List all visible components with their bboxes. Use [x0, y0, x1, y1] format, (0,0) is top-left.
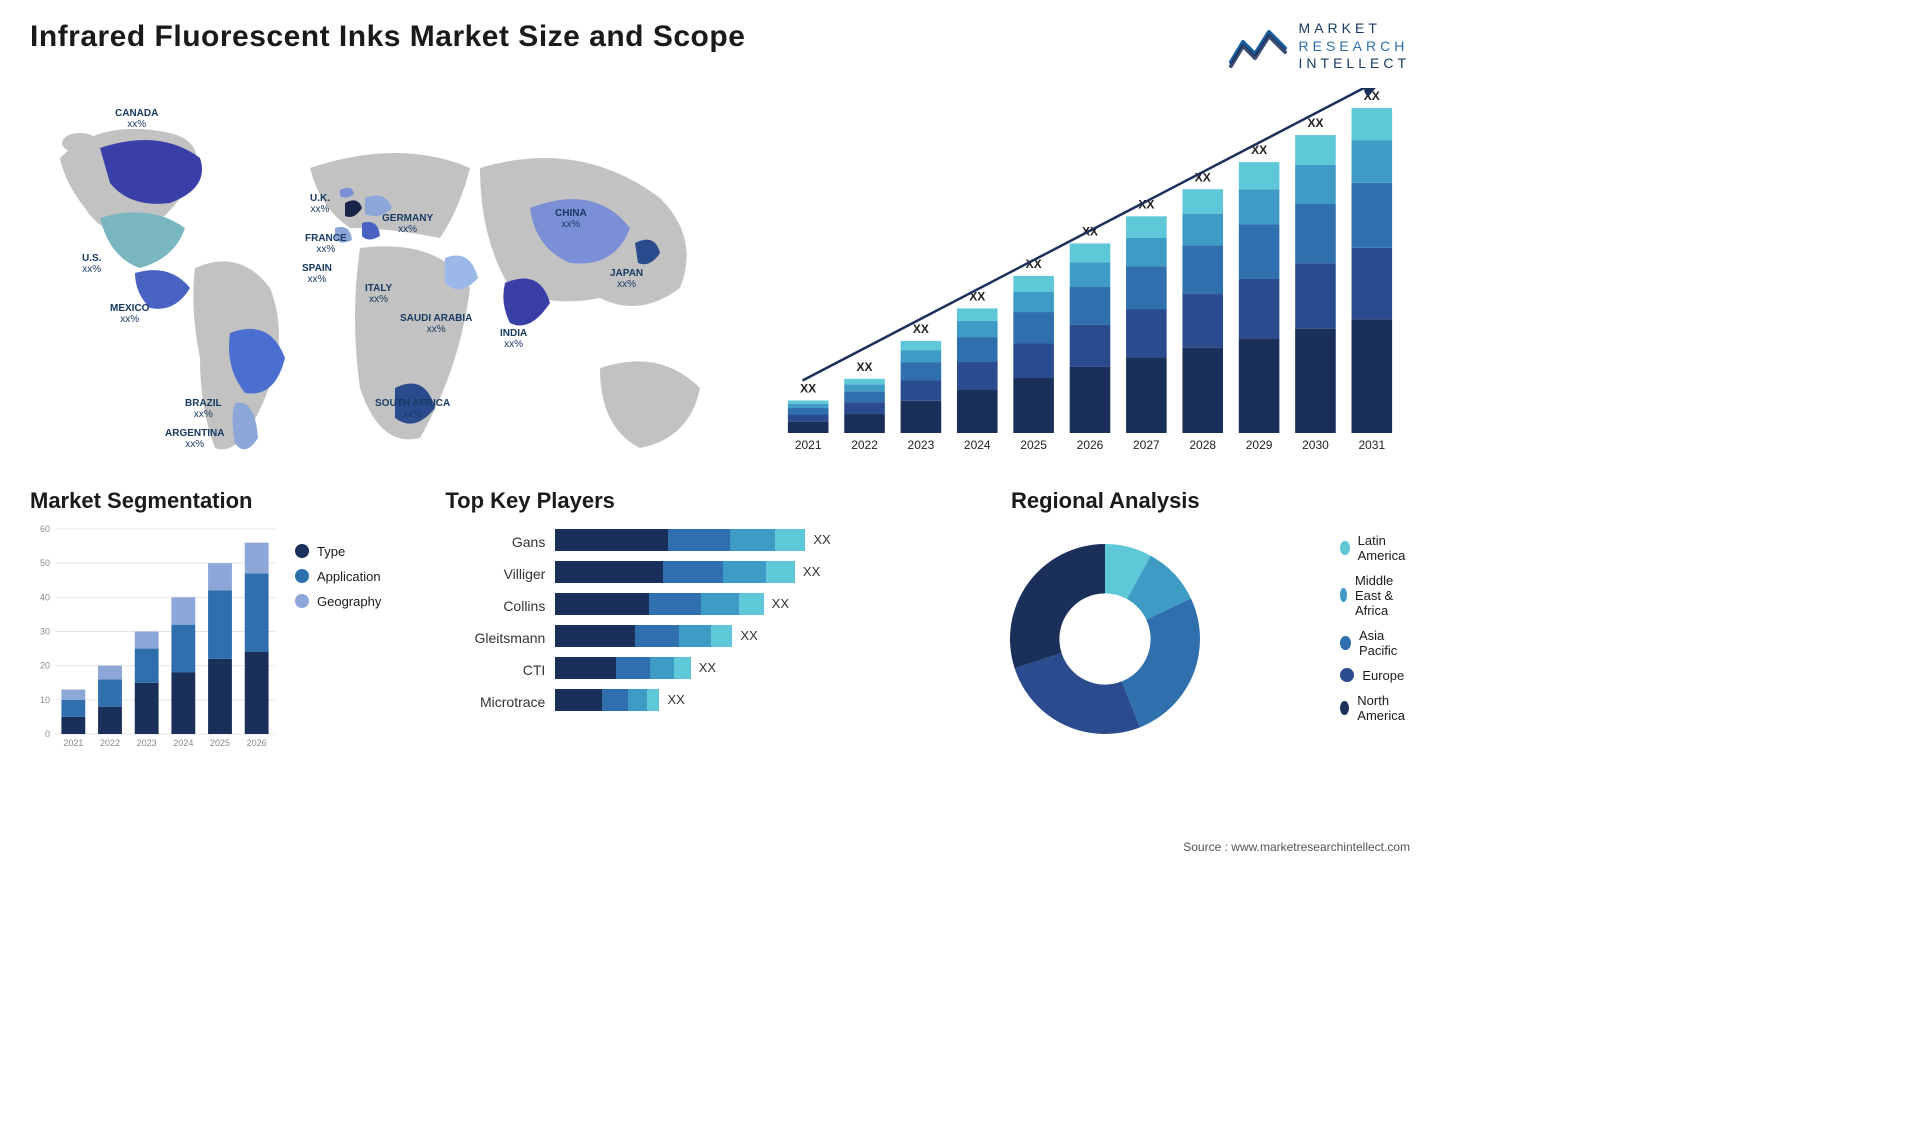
player-bar-collins: XX [555, 588, 860, 620]
player-label-gleitsmann: Gleitsmann [445, 622, 545, 654]
seg-legend-application: Application [295, 569, 381, 584]
player-bar-villiger: XX [555, 556, 860, 588]
svg-text:2026: 2026 [1077, 438, 1104, 452]
player-bar-gleitsmann: XX [555, 620, 860, 652]
svg-text:2028: 2028 [1189, 438, 1216, 452]
svg-text:2029: 2029 [1246, 438, 1273, 452]
player-labels: GansVilligerCollinsGleitsmannCTIMicrotra… [445, 524, 545, 718]
svg-text:XX: XX [1307, 116, 1323, 130]
svg-text:2030: 2030 [1302, 438, 1329, 452]
map-label-canada: CANADAxx% [115, 108, 158, 131]
regional-analysis-panel: Regional Analysis Latin America Middle Ea… [890, 488, 1410, 754]
player-bar-cti: XX [555, 652, 860, 684]
player-value: XX [667, 692, 684, 707]
svg-text:50: 50 [40, 558, 50, 568]
segmentation-chart: 0 10 20 30 40 50 60 2021 2022 2023 2024 2025 2026 [30, 524, 280, 754]
svg-text:2022: 2022 [100, 738, 120, 748]
seg-legend-geography: Geography [295, 594, 381, 609]
logo-icon [1229, 24, 1289, 68]
svg-text:2022: 2022 [851, 438, 878, 452]
player-value: XX [803, 564, 820, 579]
brand-logo: MARKET RESEARCH INTELLECT [1229, 20, 1410, 73]
segmentation-legend: Type Application Geography [295, 524, 381, 754]
map-label-germany: GERMANYxx% [382, 213, 433, 236]
logo-line3: INTELLECT [1299, 55, 1410, 73]
map-label-u-k-: U.K.xx% [310, 193, 330, 216]
region-legend-middle-east-africa: Middle East & Africa [1340, 573, 1410, 618]
player-label-gans: Gans [445, 526, 545, 558]
region-legend-north-america: North America [1340, 693, 1410, 723]
region-legend-europe: Europe [1340, 668, 1410, 683]
svg-text:2021: 2021 [795, 438, 822, 452]
top-key-players-panel: Top Key Players GansVilligerCollinsGleit… [445, 488, 860, 754]
map-label-spain: SPAINxx% [302, 263, 332, 286]
page-title: Infrared Fluorescent Inks Market Size an… [30, 20, 745, 54]
svg-text:XX: XX [857, 359, 873, 373]
map-label-france: FRANCExx% [305, 233, 347, 256]
region-legend-asia-pacific: Asia Pacific [1340, 628, 1410, 658]
market-growth-chart: XX2021XX2022XX2023XX2024XX2025XX2026XX20… [770, 88, 1410, 468]
world-map-panel: CANADAxx% U.S.xx% MEXICOxx% BRAZILxx% ARGENT… [30, 88, 750, 468]
map-label-italy: ITALYxx% [365, 283, 392, 306]
svg-text:2031: 2031 [1358, 438, 1385, 452]
player-bars-chart: XX XX XX XX XX XX [555, 524, 860, 718]
svg-text:2025: 2025 [1020, 438, 1047, 452]
player-bar-microtrace: XX [555, 684, 860, 716]
market-segmentation-panel: Market Segmentation 0 10 20 30 40 50 60 2021 202… [30, 488, 415, 754]
map-label-argentina: ARGENTINAxx% [165, 428, 224, 451]
player-label-cti: CTI [445, 654, 545, 686]
regional-title: Regional Analysis [890, 488, 1320, 514]
map-label-south-africa: SOUTH AFRICAxx% [375, 398, 450, 421]
svg-text:2024: 2024 [964, 438, 991, 452]
svg-text:XX: XX [1364, 89, 1380, 103]
map-label-u-s-: U.S.xx% [82, 253, 101, 276]
player-value: XX [740, 628, 757, 643]
svg-text:XX: XX [800, 381, 816, 395]
player-value: XX [813, 532, 830, 547]
map-label-japan: JAPANxx% [610, 268, 643, 291]
map-label-mexico: MEXICOxx% [110, 303, 149, 326]
player-label-microtrace: Microtrace [445, 686, 545, 718]
svg-text:20: 20 [40, 660, 50, 670]
svg-text:2023: 2023 [908, 438, 935, 452]
svg-text:2027: 2027 [1133, 438, 1160, 452]
player-value: XX [699, 660, 716, 675]
regional-donut-chart [995, 529, 1215, 749]
svg-text:2024: 2024 [173, 738, 193, 748]
map-label-saudi-arabia: SAUDI ARABIAxx% [400, 313, 472, 336]
source-text: Source : www.marketresearchintellect.com [1183, 840, 1410, 854]
svg-text:2021: 2021 [63, 738, 83, 748]
regional-legend: Latin America Middle East & Africa Asia Pa… [1340, 523, 1410, 754]
segmentation-title: Market Segmentation [30, 488, 415, 514]
map-label-india: INDIAxx% [500, 328, 527, 351]
player-bar-gans: XX [555, 524, 860, 556]
region-legend-latin-america: Latin America [1340, 533, 1410, 563]
player-value: XX [772, 596, 789, 611]
svg-text:XX: XX [913, 321, 929, 335]
svg-text:60: 60 [40, 524, 50, 534]
player-label-collins: Collins [445, 590, 545, 622]
seg-legend-type: Type [295, 544, 381, 559]
svg-text:40: 40 [40, 592, 50, 602]
players-title: Top Key Players [445, 488, 860, 514]
logo-line1: MARKET [1299, 20, 1410, 38]
svg-text:2025: 2025 [210, 738, 230, 748]
svg-text:2026: 2026 [247, 738, 267, 748]
map-label-china: CHINAxx% [555, 208, 587, 231]
svg-text:30: 30 [40, 626, 50, 636]
map-label-brazil: BRAZILxx% [185, 398, 222, 421]
svg-text:10: 10 [40, 694, 50, 704]
svg-text:2023: 2023 [137, 738, 157, 748]
player-label-villiger: Villiger [445, 558, 545, 590]
logo-line2: RESEARCH [1299, 38, 1410, 56]
svg-text:0: 0 [45, 729, 50, 739]
